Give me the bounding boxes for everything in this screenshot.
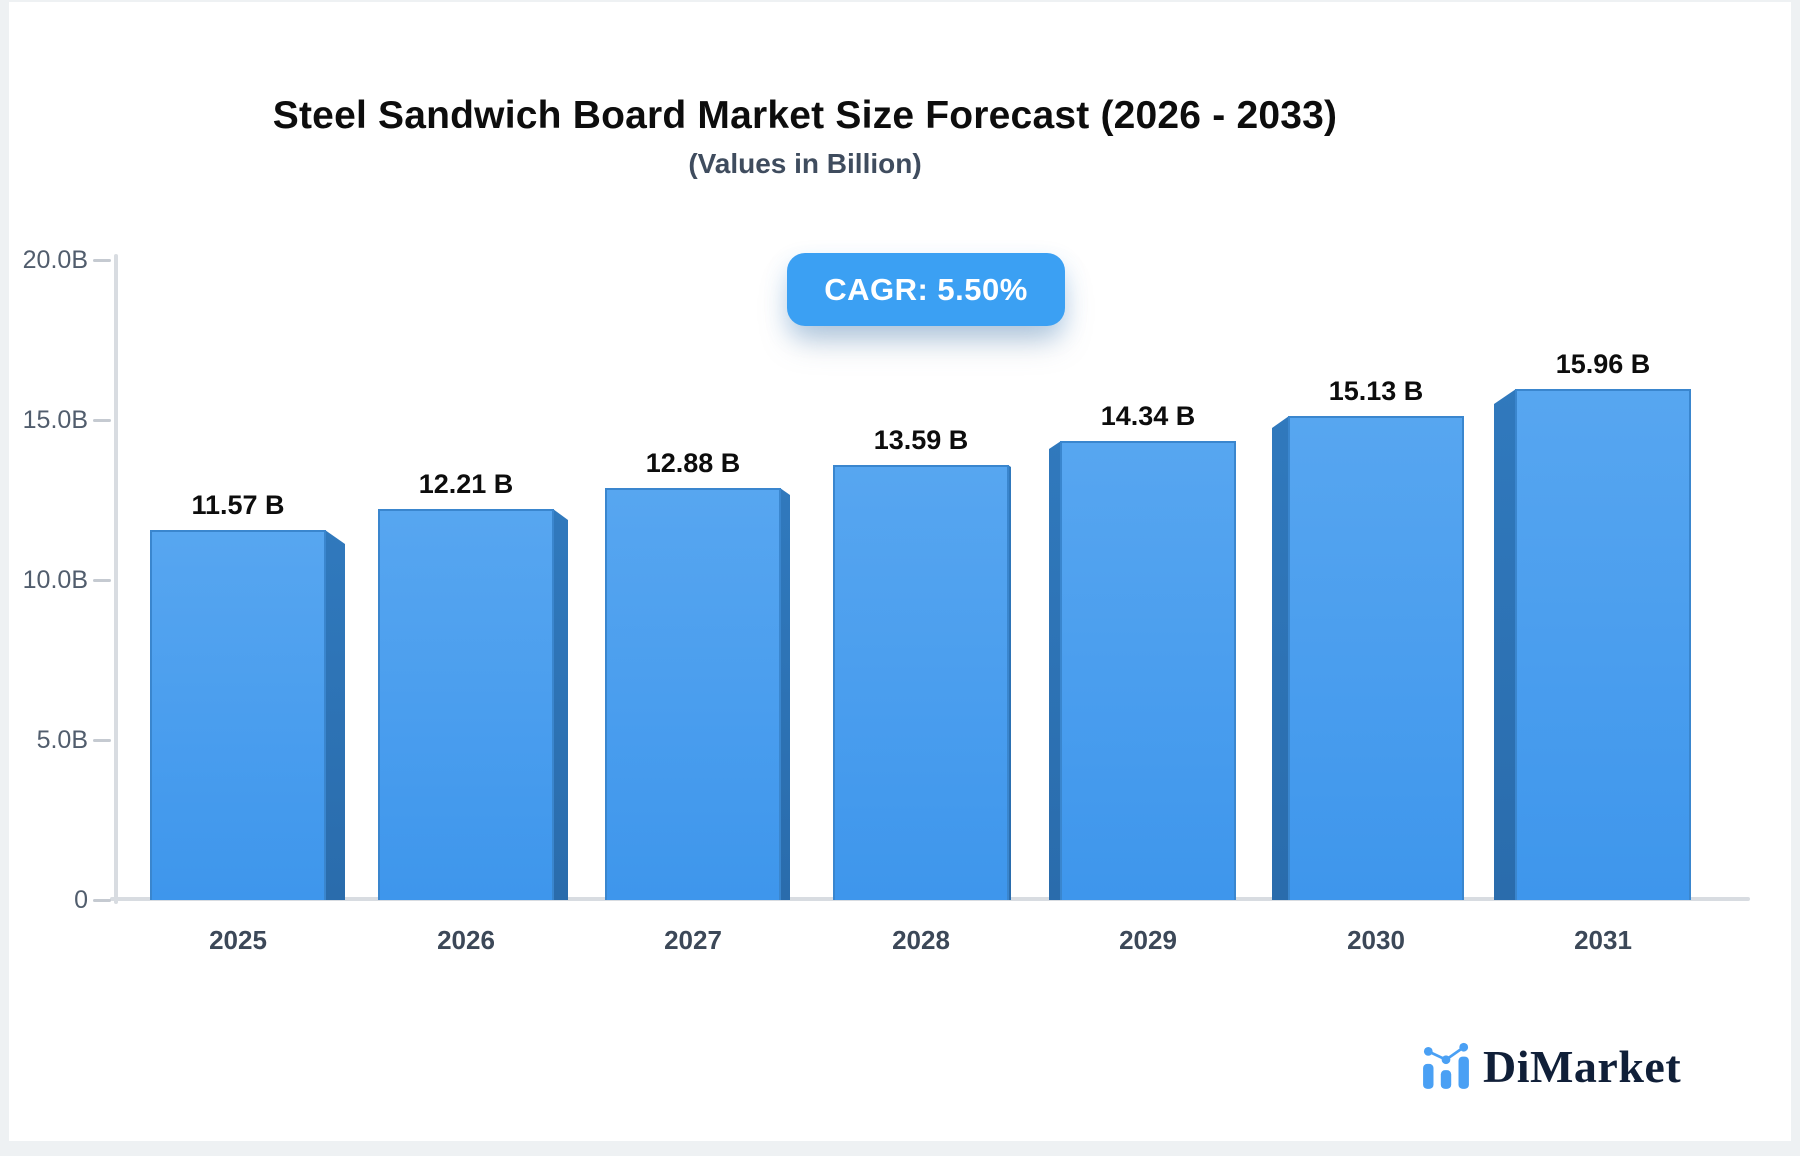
x-axis-category-label: 2026 bbox=[437, 925, 495, 955]
bar-2025 bbox=[150, 530, 326, 900]
bar-value-label: 15.13 B bbox=[1328, 376, 1424, 406]
bar-value-label: 14.34 B bbox=[1100, 401, 1196, 431]
brand-logo: DiMarket bbox=[1421, 1040, 1681, 1093]
bar-2031 bbox=[1515, 389, 1691, 900]
y-axis-line bbox=[114, 254, 118, 904]
bar-3d-side-face bbox=[553, 509, 568, 900]
dimarket-logo-icon bbox=[1423, 1042, 1469, 1089]
bar-2028 bbox=[833, 465, 1009, 900]
x-axis-category-label: 2027 bbox=[664, 925, 722, 955]
bar-3d-side-face bbox=[1049, 441, 1061, 900]
y-tick-mark bbox=[93, 259, 111, 262]
bar-value-label: 15.96 B bbox=[1555, 349, 1651, 379]
chart-subtitle: (Values in Billion) bbox=[688, 148, 922, 179]
bar-3d-side-face bbox=[1494, 389, 1516, 900]
y-tick-label: 20.0B bbox=[22, 246, 88, 274]
x-axis-category-label: 2030 bbox=[1347, 925, 1405, 955]
bar-2027 bbox=[605, 488, 781, 900]
bar-3d-side-face bbox=[780, 488, 790, 900]
x-axis-category-label: 2028 bbox=[892, 925, 950, 955]
cagr-badge: CAGR: 5.50% bbox=[787, 253, 1065, 326]
bar-2029 bbox=[1060, 441, 1236, 900]
brand-name: DiMarket bbox=[1483, 1041, 1682, 1092]
x-axis-category-label: 2029 bbox=[1119, 925, 1177, 955]
y-tick-mark bbox=[93, 579, 111, 582]
bar-value-label: 12.21 B bbox=[418, 469, 514, 499]
bar-2030 bbox=[1288, 416, 1464, 900]
y-tick-label: 5.0B bbox=[36, 726, 88, 754]
y-tick-mark bbox=[93, 419, 111, 422]
y-tick-label: 15.0B bbox=[22, 406, 88, 434]
bar-value-label: 11.57 B bbox=[191, 490, 285, 520]
bar-3d-side-face bbox=[1008, 465, 1011, 900]
bar-value-label: 13.59 B bbox=[873, 425, 969, 455]
bar-3d-side-face bbox=[1272, 416, 1289, 900]
y-tick-mark bbox=[93, 739, 111, 742]
bar-value-label: 12.88 B bbox=[645, 448, 741, 478]
chart-title: Steel Sandwich Board Market Size Forecas… bbox=[272, 94, 1338, 137]
x-axis-category-label: 2025 bbox=[209, 925, 267, 955]
bar-2026 bbox=[378, 509, 554, 900]
cagr-badge-label: CAGR: 5.50% bbox=[824, 271, 1028, 307]
bar-3d-side-face bbox=[325, 530, 345, 900]
y-tick-label: 0 bbox=[74, 886, 88, 914]
y-tick-label: 10.0B bbox=[22, 566, 88, 594]
x-axis-category-label: 2031 bbox=[1574, 925, 1632, 955]
y-tick-mark bbox=[93, 899, 111, 902]
